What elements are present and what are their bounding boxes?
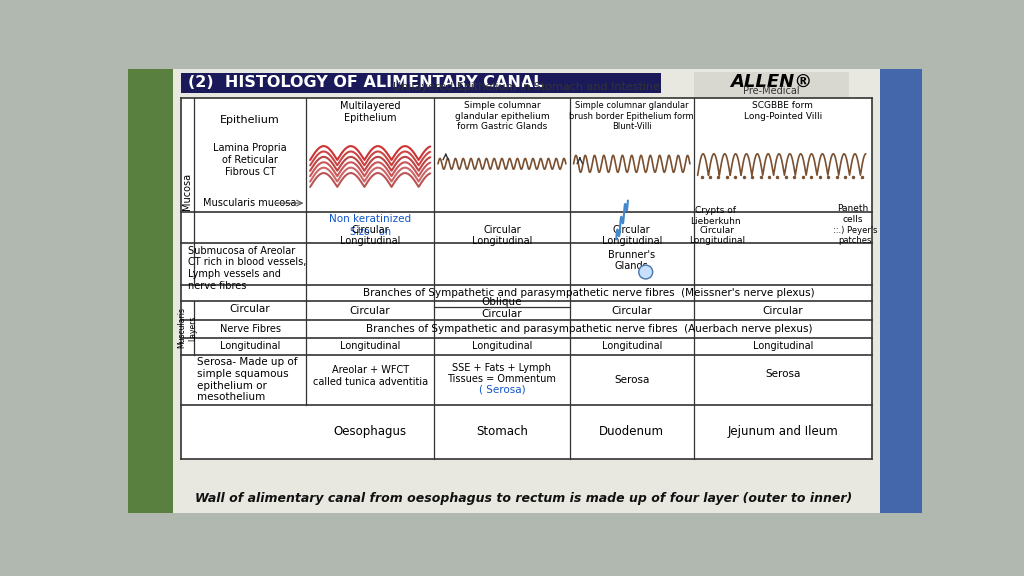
Text: Circular: Circular: [481, 309, 522, 319]
Text: Longitudinal: Longitudinal: [472, 342, 532, 351]
Text: Serosa: Serosa: [614, 375, 649, 385]
Text: Muscularis
Layers: Muscularis Layers: [177, 308, 197, 348]
Text: Simple columnar glandular
brush border Epithelium form
Blunt-Villi: Simple columnar glandular brush border E…: [569, 101, 694, 131]
Text: Multilayered
Epithelium: Multilayered Epithelium: [340, 101, 400, 123]
Text: Longitudinal: Longitudinal: [340, 342, 400, 351]
Text: Serosa: Serosa: [765, 369, 801, 378]
Text: SSE + Fats + Lymph
Tissues = Ommentum: SSE + Fats + Lymph Tissues = Ommentum: [447, 363, 556, 384]
Circle shape: [639, 265, 652, 279]
Text: Circular: Circular: [350, 305, 390, 316]
Text: ( Serosa): ( Serosa): [478, 384, 525, 394]
Text: Nerve Fibres: Nerve Fibres: [219, 324, 281, 334]
Text: Non keratinized: Non keratinized: [329, 214, 412, 223]
Text: Serosa- Made up of
simple squamous
epithelium or
mesothelium: Serosa- Made up of simple squamous epith…: [197, 358, 298, 402]
Text: Branches of Sympathetic and parasympathetic nerve fibres  (Meissner's nerve plex: Branches of Sympathetic and parasympathe…: [364, 288, 815, 298]
Bar: [693, 72, 849, 97]
Text: Lamina Propria
of Reticular
Fibrous CT: Lamina Propria of Reticular Fibrous CT: [213, 143, 287, 177]
Text: Pre-Medical: Pre-Medical: [743, 86, 800, 96]
Text: Wall of alimentary canal from oesophagus to rectum is made up of four layer (out: Wall of alimentary canal from oesophagus…: [195, 492, 852, 505]
Text: Branches of Sympathetic and parasympathetic nerve fibres  (Auerbach nerve plexus: Branches of Sympathetic and parasympathe…: [366, 324, 812, 334]
Text: ALLEN®: ALLEN®: [730, 73, 812, 90]
Text: Muscularis mucosa: Muscularis mucosa: [204, 198, 297, 208]
Text: ::.) Peyer's
patches: ::.) Peyer's patches: [833, 226, 878, 245]
Text: Circular
Longitudinal: Circular Longitudinal: [689, 226, 745, 245]
Text: Circular: Circular: [763, 305, 803, 316]
Text: Oesophagus: Oesophagus: [334, 425, 407, 438]
Text: Unilayered Epithelium in Stomach and Intestine: Unilayered Epithelium in Stomach and Int…: [393, 82, 659, 92]
Bar: [880, 69, 922, 513]
Text: Stomach: Stomach: [476, 425, 528, 438]
Bar: [180, 73, 662, 93]
Text: Crypts of
Lieberkuhn: Crypts of Lieberkuhn: [690, 206, 740, 226]
Text: Sizo·  on: Sizo· on: [349, 226, 391, 237]
Text: Brunner's
Glands: Brunner's Glands: [608, 249, 655, 271]
Text: Paneth
cells: Paneth cells: [837, 204, 868, 223]
Text: Circular: Circular: [611, 305, 652, 316]
Text: Longitudinal: Longitudinal: [220, 342, 281, 351]
Text: Mucosa: Mucosa: [182, 173, 193, 210]
Text: Circular
Longitudinal: Circular Longitudinal: [472, 225, 532, 247]
Text: Longitudinal: Longitudinal: [601, 342, 662, 351]
Text: Jejunum and Ileum: Jejunum and Ileum: [727, 425, 839, 438]
Text: Circular: Circular: [229, 304, 270, 314]
Bar: [180, 98, 872, 458]
Text: (2)  HISTOLOGY OF ALIMENTARY CANAL: (2) HISTOLOGY OF ALIMENTARY CANAL: [188, 75, 544, 90]
Bar: [128, 69, 173, 513]
Text: Submucosa of Areolar
CT rich in blood vessels,
Lymph vessels and
nerve fibres: Submucosa of Areolar CT rich in blood ve…: [188, 246, 306, 290]
Text: Epithelium: Epithelium: [220, 115, 280, 125]
Text: Areolar + WFCT
called tunica adventitia: Areolar + WFCT called tunica adventitia: [312, 365, 428, 386]
Text: Duodenum: Duodenum: [599, 425, 665, 438]
Text: Circular
Longitudinal: Circular Longitudinal: [340, 225, 400, 247]
Text: SCGBBE form
Long-Pointed Villi: SCGBBE form Long-Pointed Villi: [743, 101, 822, 121]
Text: Simple columnar
glandular epithelium
form Gastric Glands: Simple columnar glandular epithelium for…: [455, 101, 549, 131]
Text: Oblique: Oblique: [481, 297, 522, 308]
Text: Circular
Longitudinal: Circular Longitudinal: [601, 225, 662, 247]
Text: Longitudinal: Longitudinal: [753, 342, 813, 351]
Bar: [173, 69, 880, 513]
